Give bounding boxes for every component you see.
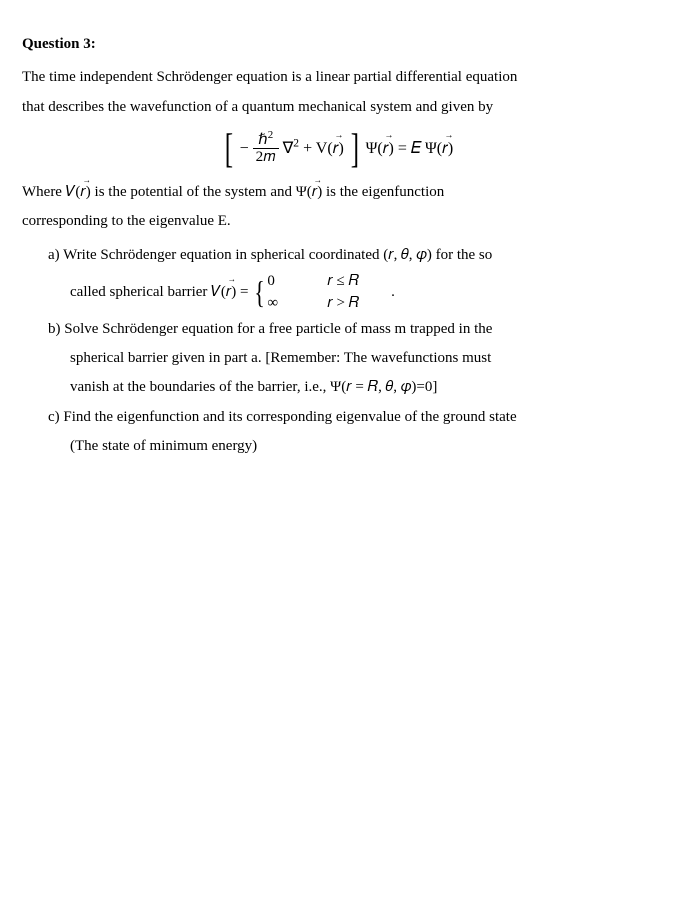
intro-line-1: The time independent Schrödenger equatio… xyxy=(22,63,653,92)
part-c-line-1: c) Find the eigenfunction and its corres… xyxy=(22,403,653,432)
part-a-line-1: a) Write Schrödenger equation in spheric… xyxy=(22,241,653,270)
part-b-line-3: vanish at the boundaries of the barrier,… xyxy=(22,373,653,402)
where-line-2: corresponding to the eigenvalue E. xyxy=(22,207,653,236)
part-b-line-2: spherical barrier given in part a. [Reme… xyxy=(22,344,653,373)
part-a-line-2: called spherical barrier 𝑉(𝑟) = { 0𝑟 ≤ 𝑅… xyxy=(22,270,653,315)
hbar-over-2m: ℏ2 2𝑚 xyxy=(253,132,279,166)
part-b-line-1: b) Solve Schrödenger equation for a free… xyxy=(22,315,653,344)
part-c-line-2: (The state of minimum energy) xyxy=(22,432,653,461)
piecewise-brace: { xyxy=(254,280,265,305)
question-title: Question 3: xyxy=(22,30,653,59)
intro-line-2: that describes the wavefunction of a qua… xyxy=(22,93,653,122)
where-line-1: Where 𝑉(𝑟) is the potential of the syste… xyxy=(22,178,653,207)
schrodinger-equation: [ − ℏ2 2𝑚 ∇2 + V(𝑟) ] Ψ(𝑟) = 𝐸 Ψ(𝑟) xyxy=(22,132,653,166)
piecewise-potential: 0𝑟 ≤ 𝑅 ∞𝑟 > 𝑅 xyxy=(267,270,387,315)
left-bracket: [ xyxy=(225,132,233,165)
right-bracket: ] xyxy=(351,132,359,165)
